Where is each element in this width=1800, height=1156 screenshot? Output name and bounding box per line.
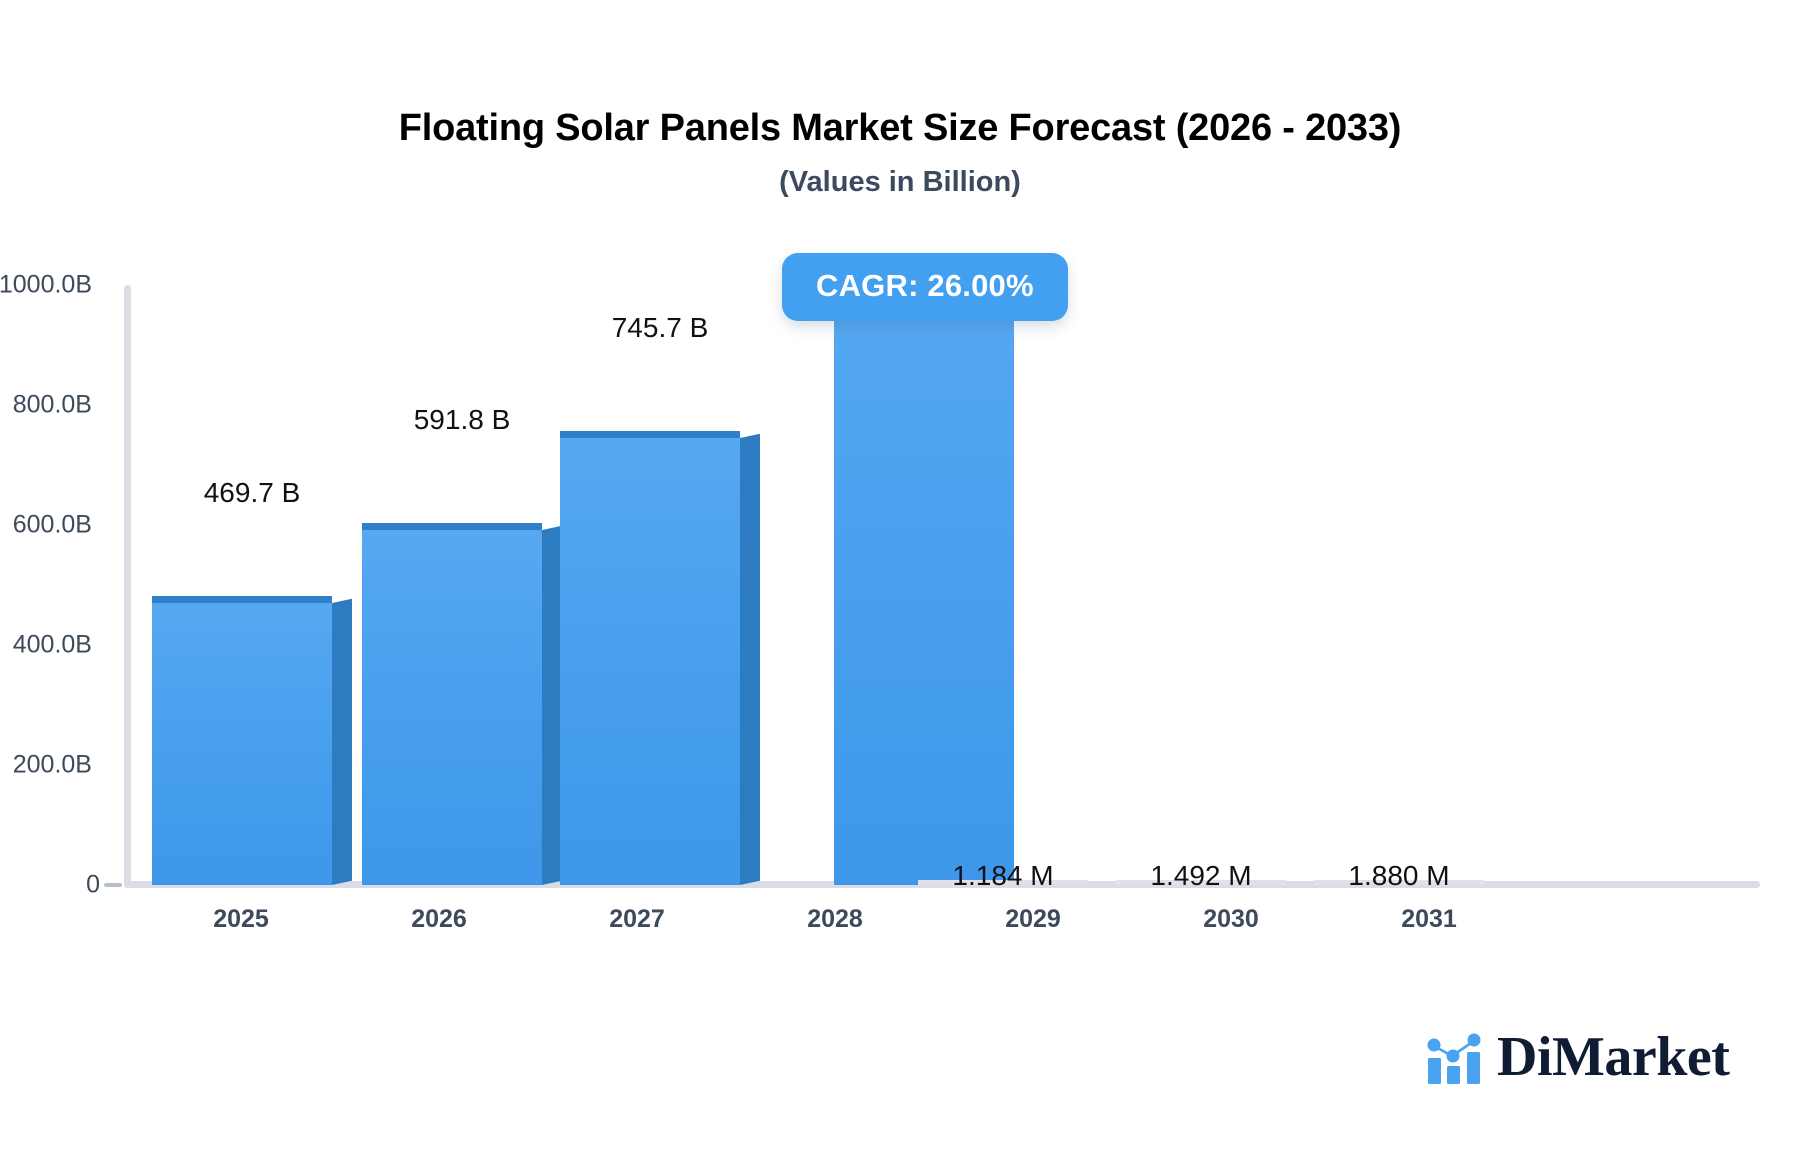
y-axis-zero-tick-mark (104, 883, 122, 887)
bar-2026-value-label: 591.8 B (413, 404, 511, 435)
bar-2027-side-face (740, 433, 760, 885)
y-axis-tick-label-0: 0 (86, 870, 100, 899)
bar-2025[interactable] (152, 285, 352, 885)
bar-2026-front-face (362, 530, 542, 885)
y-axis-tick-label-200: 200.0B (12, 750, 92, 779)
bar-2029-value-label: 1.184 M (952, 860, 1054, 891)
y-axis-tick-label-1000: 1000.0B (0, 270, 92, 299)
x-axis-tick-label-2027: 2027 (609, 905, 665, 933)
y-axis-tick-label-600: 600.0B (12, 510, 92, 539)
bar-2030[interactable] (1116, 880, 1286, 885)
bar-2025-top-face (152, 596, 332, 603)
y-axis-tick-label-400: 400.0B (12, 630, 92, 659)
x-axis-tick-label-2031: 2031 (1401, 905, 1457, 933)
bar-2029[interactable] (918, 880, 1088, 885)
y-axis-tick-label-800: 800.0B (12, 390, 92, 419)
bar-2028[interactable] (834, 285, 1014, 885)
brand-logo: DiMarket (1425, 1026, 1730, 1088)
brand-logo-text: DiMarket (1497, 1026, 1730, 1088)
bar-2027[interactable] (560, 285, 760, 885)
bar-2028-front-face (834, 285, 1014, 885)
chart-title: Floating Solar Panels Market Size Foreca… (398, 107, 1402, 149)
x-axis-tick-label-2025: 2025 (213, 905, 269, 933)
x-axis-tick-label-2029: 2029 (1005, 905, 1061, 933)
bar-2027-body (560, 285, 760, 885)
x-axis-tick-label-2026: 2026 (411, 905, 467, 933)
bar-2026-side-face (542, 525, 562, 885)
bar-2031-value-label: 1.880 M (1348, 860, 1450, 891)
x-axis-tick-label-2028: 2028 (807, 905, 863, 933)
bar-2025-front-face (152, 603, 332, 885)
bar-2026-body (362, 285, 562, 885)
bar-2030-value-label: 1.492 M (1150, 860, 1252, 891)
bar-2031[interactable] (1314, 880, 1484, 885)
cagr-badge: CAGR: 26.00% (782, 253, 1068, 321)
y-axis-line (124, 285, 131, 887)
bar-2025-side-face (332, 598, 352, 885)
bar-2027-top-face (560, 431, 740, 438)
bar-2025-value-label: 469.7 B (203, 477, 301, 508)
plot-area: 469.7 B 591.8 B 745.7 B (128, 285, 1760, 891)
x-axis-tick-label-2030: 2030 (1203, 905, 1259, 933)
bar-2026[interactable] (362, 285, 562, 885)
chart-subtitle: (Values in Billion) (779, 166, 1021, 198)
bar-2025-body (152, 285, 352, 885)
bar-2026-top-face (362, 523, 542, 530)
bar-2027-value-label: 745.7 B (611, 312, 709, 343)
bar-chart-trend-icon (1425, 1028, 1487, 1086)
bar-2027-front-face (560, 438, 740, 885)
bar-2028-body (834, 285, 1014, 885)
